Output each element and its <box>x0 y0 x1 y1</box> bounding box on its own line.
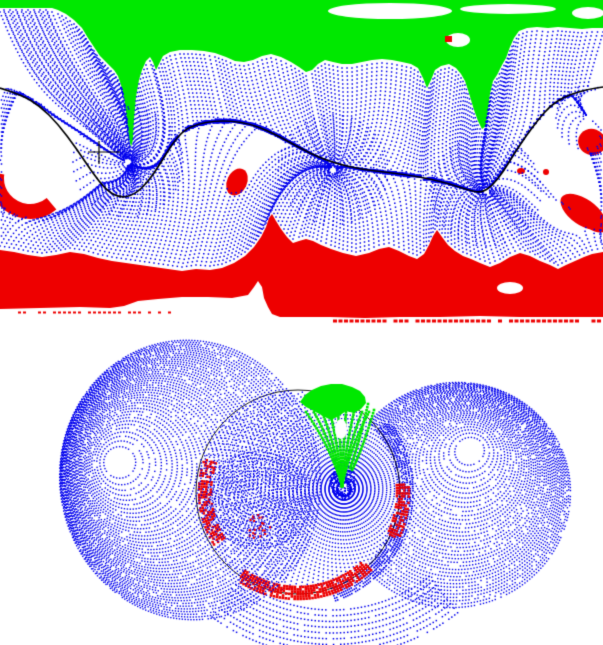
field-line-figure <box>0 0 603 645</box>
field-line-visualization-canvas <box>0 0 603 645</box>
